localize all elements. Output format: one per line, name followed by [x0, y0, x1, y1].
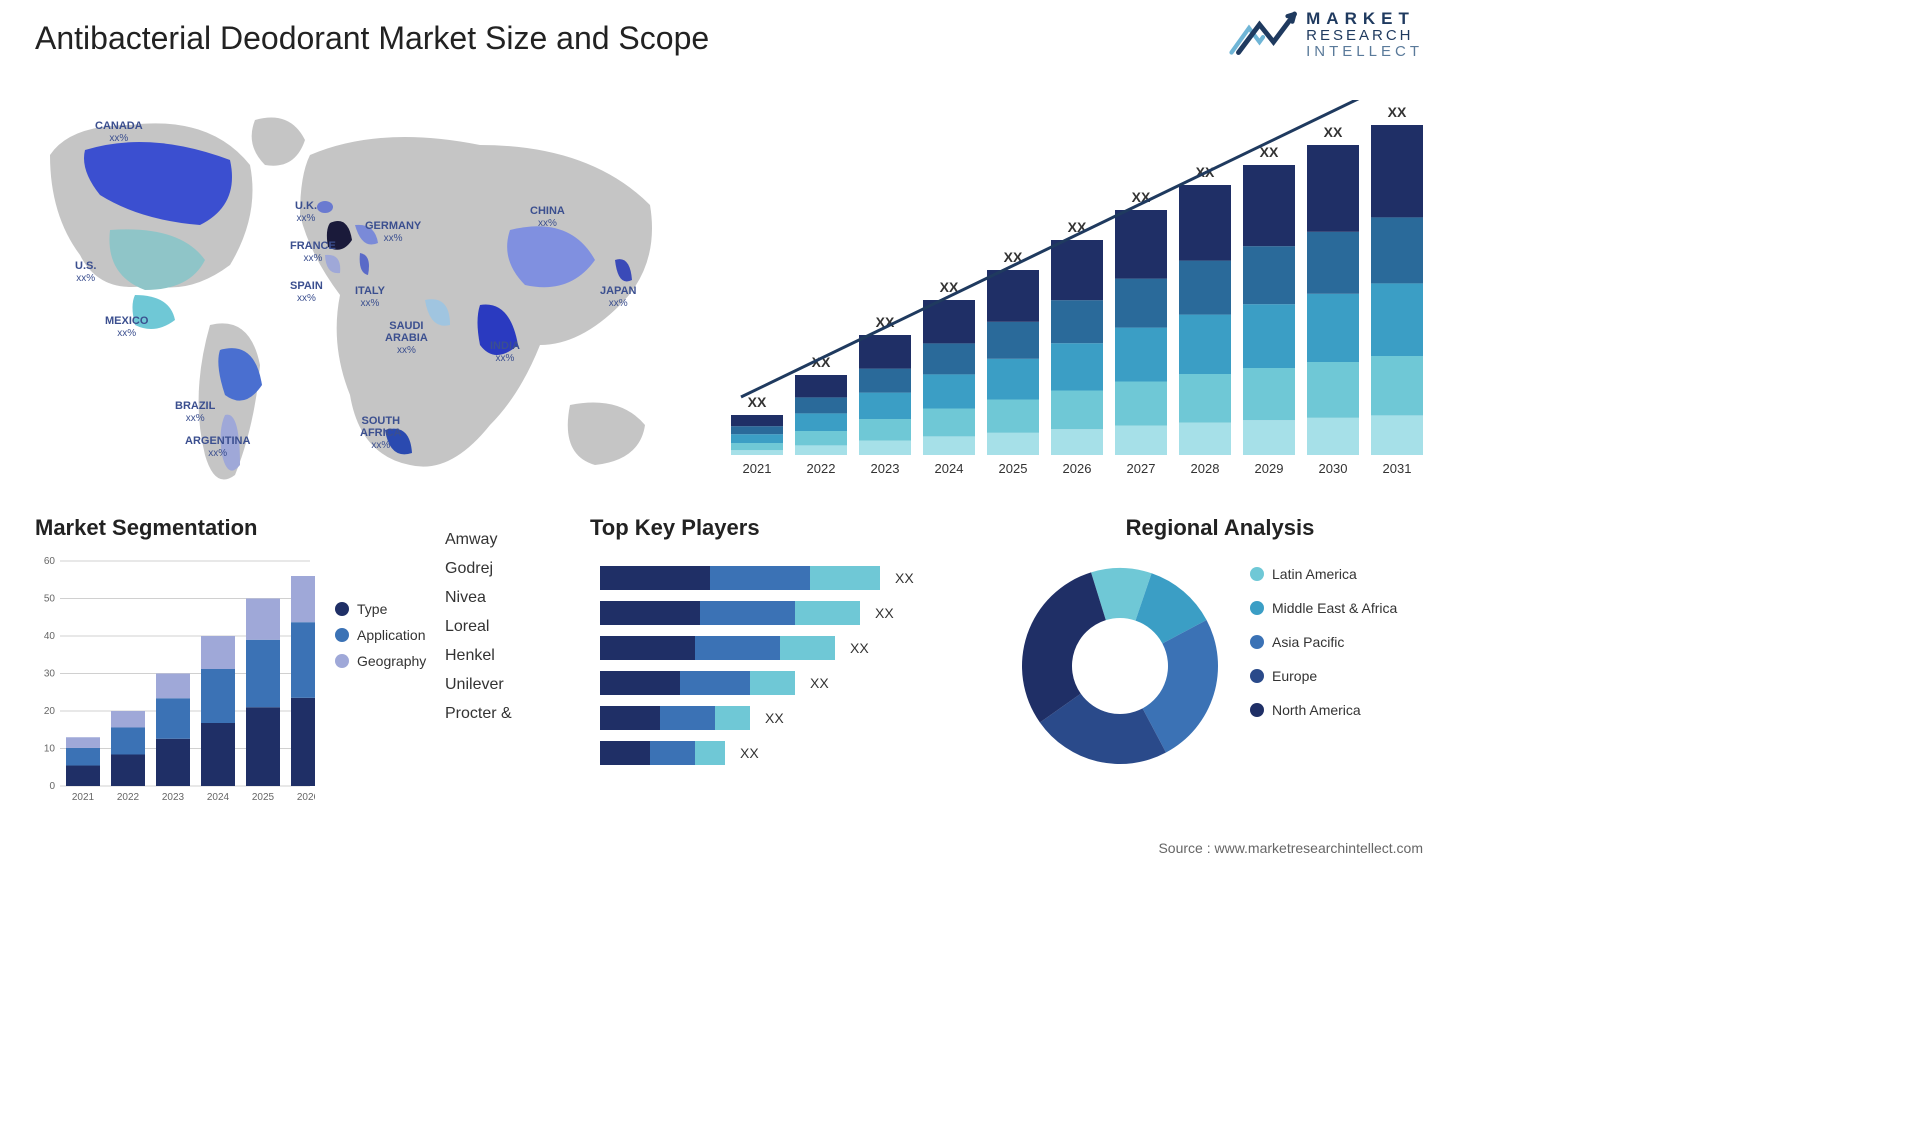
svg-text:2021: 2021	[743, 461, 772, 476]
player-name: Amway	[445, 525, 575, 554]
svg-text:2022: 2022	[807, 461, 836, 476]
world-map: CANADAxx% U.S.xx% MEXICOxx% BRAZILxx% ARGENT…	[30, 95, 680, 495]
svg-text:2024: 2024	[935, 461, 964, 476]
svg-text:50: 50	[44, 594, 56, 605]
players-section: Top Key Players XX XX XX XX XX XX	[590, 515, 1000, 796]
map-label: CANADAxx%	[95, 120, 143, 144]
svg-text:XX: XX	[748, 394, 767, 410]
map-label: CHINAxx%	[530, 205, 565, 229]
svg-text:2025: 2025	[999, 461, 1028, 476]
player-name: Unilever	[445, 670, 575, 699]
legend-item: Middle East & Africa	[1250, 600, 1397, 616]
map-label: GERMANYxx%	[365, 220, 421, 244]
map-label: FRANCExx%	[290, 240, 336, 264]
svg-text:30: 30	[44, 669, 56, 680]
segmentation-chart: 0 10 20 30 40 50 60 2021 2022 2023 2024 2025 2026	[35, 551, 315, 811]
map-label: U.S.xx%	[75, 260, 96, 284]
map-label: INDIAxx%	[490, 340, 520, 364]
svg-text:XX: XX	[895, 570, 914, 586]
svg-text:2028: 2028	[1191, 461, 1220, 476]
map-label: ARGENTINAxx%	[185, 435, 250, 459]
regional-title: Regional Analysis	[1020, 515, 1420, 541]
logo-text-2: RESEARCH	[1306, 28, 1423, 44]
logo-text-3: INTELLECT	[1306, 44, 1423, 60]
svg-text:XX: XX	[740, 745, 759, 761]
svg-text:60: 60	[44, 556, 56, 567]
svg-text:10: 10	[44, 744, 56, 755]
svg-text:XX: XX	[875, 605, 894, 621]
players-chart: XX XX XX XX XX XX	[590, 551, 970, 791]
map-label: JAPANxx%	[600, 285, 636, 309]
legend-item: North America	[1250, 702, 1397, 718]
legend-item: Application	[335, 627, 426, 643]
player-name-list: AmwayGodrejNiveaLorealHenkelUnileverProc…	[445, 525, 575, 728]
svg-text:2026: 2026	[297, 792, 315, 803]
svg-text:2024: 2024	[207, 792, 230, 803]
svg-text:2022: 2022	[117, 792, 140, 803]
legend-item: Latin America	[1250, 566, 1397, 582]
svg-text:2021: 2021	[72, 792, 95, 803]
legend-item: Asia Pacific	[1250, 634, 1397, 650]
logo-text-1: MARKET	[1306, 10, 1423, 28]
segmentation-title: Market Segmentation	[35, 515, 450, 541]
regional-legend: Latin America Middle East & Africa Asia Pa…	[1250, 556, 1397, 728]
source-text: Source : www.marketresearchintellect.com	[1158, 840, 1423, 856]
map-label: SOUTHAFRICAxx%	[360, 415, 402, 451]
svg-text:2023: 2023	[871, 461, 900, 476]
segmentation-legend: Type Application Geography	[335, 551, 426, 679]
logo-icon	[1228, 10, 1298, 60]
legend-item: Type	[335, 601, 426, 617]
player-name: Nivea	[445, 583, 575, 612]
segmentation-section: Market Segmentation 0 10 20 30 40 50 60 2021 202…	[35, 515, 450, 811]
svg-text:2027: 2027	[1127, 461, 1156, 476]
svg-text:0: 0	[49, 781, 55, 792]
map-label: SPAINxx%	[290, 280, 323, 304]
map-label: ITALYxx%	[355, 285, 385, 309]
logo: MARKET RESEARCH INTELLECT	[1228, 10, 1423, 60]
svg-text:2026: 2026	[1063, 461, 1092, 476]
svg-text:2031: 2031	[1383, 461, 1412, 476]
svg-text:40: 40	[44, 631, 56, 642]
page-title: Antibacterial Deodorant Market Size and …	[35, 20, 709, 57]
svg-text:XX: XX	[850, 640, 869, 656]
growth-chart: XX2021XX2022XX2023XX2024XX2025XX2026XX20…	[723, 100, 1423, 480]
svg-text:2029: 2029	[1255, 461, 1284, 476]
legend-item: Geography	[335, 653, 426, 669]
map-label: MEXICOxx%	[105, 315, 148, 339]
regional-donut	[1020, 556, 1230, 776]
player-name: Procter &	[445, 699, 575, 728]
map-uk	[317, 201, 333, 213]
player-name: Loreal	[445, 612, 575, 641]
legend-item: Europe	[1250, 668, 1397, 684]
svg-text:XX: XX	[765, 710, 784, 726]
growth-chart-svg: XX2021XX2022XX2023XX2024XX2025XX2026XX20…	[723, 100, 1423, 480]
map-label: BRAZILxx%	[175, 400, 215, 424]
svg-text:20: 20	[44, 706, 56, 717]
svg-text:2025: 2025	[252, 792, 275, 803]
player-name: Godrej	[445, 554, 575, 583]
svg-text:2023: 2023	[162, 792, 185, 803]
svg-text:XX: XX	[1388, 104, 1407, 120]
player-name: Henkel	[445, 641, 575, 670]
map-label: U.K.xx%	[295, 200, 317, 224]
svg-text:XX: XX	[1324, 124, 1343, 140]
svg-text:XX: XX	[810, 675, 829, 691]
svg-text:2030: 2030	[1319, 461, 1348, 476]
players-title: Top Key Players	[590, 515, 1000, 541]
map-label: SAUDIARABIAxx%	[385, 320, 428, 356]
regional-section: Regional Analysis Latin America Middle Ea…	[1020, 515, 1420, 776]
